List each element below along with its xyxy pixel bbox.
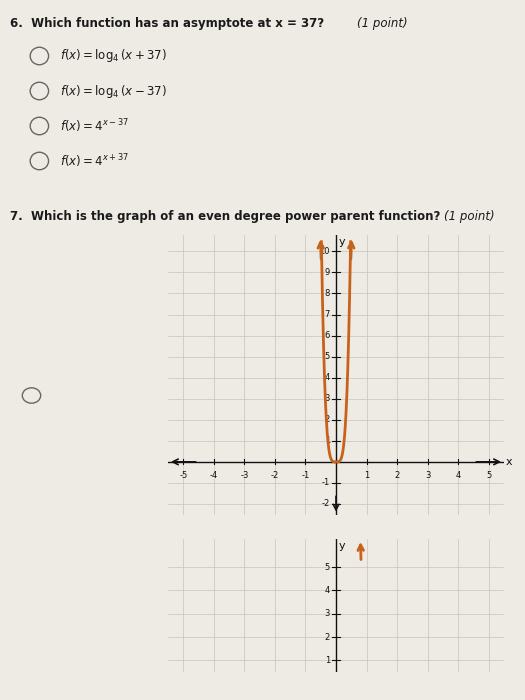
Text: 7: 7 [324, 310, 330, 319]
Text: 1: 1 [324, 656, 330, 665]
Text: 6.  Which function has an asymptote at x = 37?: 6. Which function has an asymptote at x … [10, 18, 333, 31]
Text: 4: 4 [324, 373, 330, 382]
Text: -1: -1 [301, 471, 310, 480]
Text: x: x [506, 457, 512, 467]
Text: 5: 5 [324, 563, 330, 571]
Text: 3: 3 [324, 609, 330, 618]
Text: 1: 1 [364, 471, 369, 480]
Text: 7.  Which is the graph of an even degree power parent function?: 7. Which is the graph of an even degree … [10, 210, 449, 223]
Text: 5: 5 [324, 352, 330, 361]
Text: 2: 2 [394, 471, 400, 480]
Text: -1: -1 [322, 478, 330, 487]
Text: 5: 5 [486, 471, 491, 480]
Text: -3: -3 [240, 471, 248, 480]
Text: 3: 3 [425, 471, 430, 480]
Text: $f(x) = 4^{x+37}$: $f(x) = 4^{x+37}$ [60, 152, 129, 170]
Text: $f(x) = \log_4(x-37)$: $f(x) = \log_4(x-37)$ [60, 83, 167, 99]
Text: -5: -5 [179, 471, 187, 480]
Text: 6: 6 [324, 331, 330, 340]
Text: 2: 2 [324, 633, 330, 641]
Text: -2: -2 [271, 471, 279, 480]
Text: 10: 10 [319, 247, 330, 256]
Text: 2: 2 [324, 415, 330, 424]
Text: y: y [339, 237, 345, 246]
Text: $f(x) = \log_4(x+37)$: $f(x) = \log_4(x+37)$ [60, 48, 167, 64]
Text: 4: 4 [324, 586, 330, 595]
Text: -2: -2 [322, 500, 330, 508]
Text: 3: 3 [324, 394, 330, 403]
Text: $f(x) = 4^{x-37}$: $f(x) = 4^{x-37}$ [60, 117, 129, 135]
Text: 4: 4 [456, 471, 461, 480]
Text: -4: -4 [209, 471, 218, 480]
Text: 8: 8 [324, 289, 330, 298]
Text: 9: 9 [324, 268, 330, 277]
Text: 1: 1 [324, 436, 330, 445]
Text: y: y [339, 541, 345, 552]
Text: (1 point): (1 point) [357, 18, 407, 31]
Text: (1 point): (1 point) [444, 210, 494, 223]
